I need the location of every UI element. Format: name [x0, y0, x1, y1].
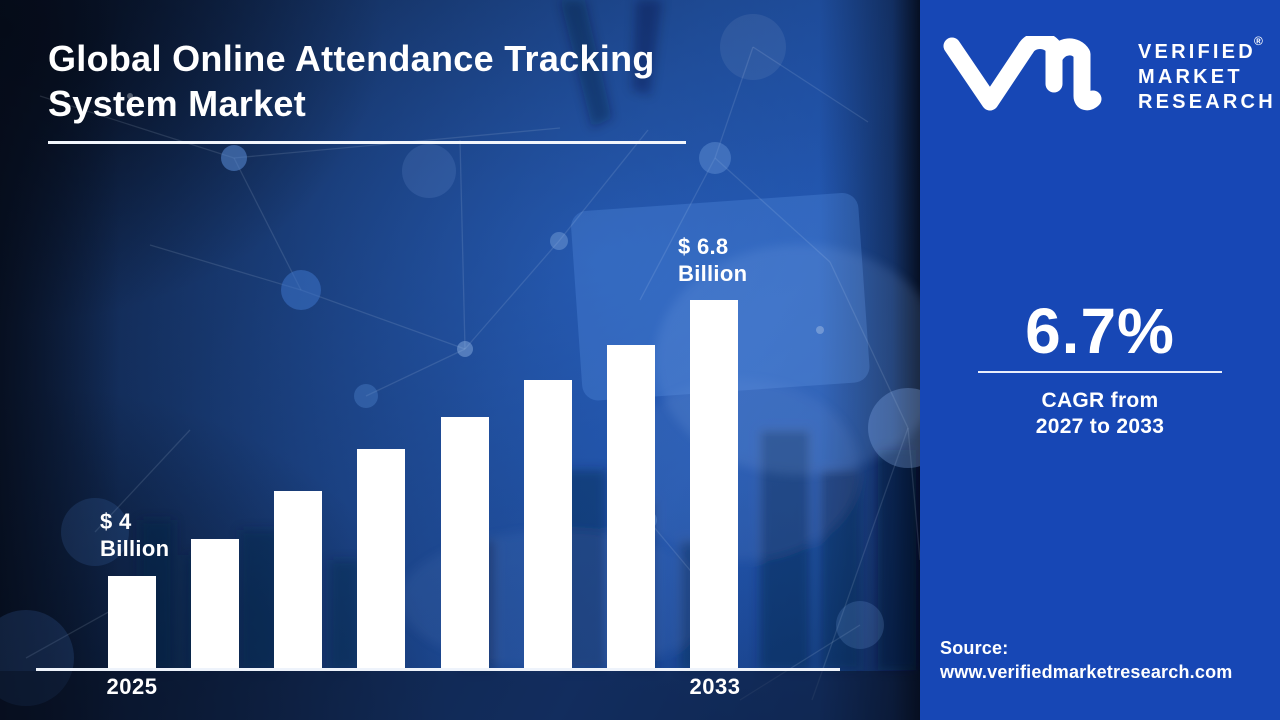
vmr-monogram-icon — [943, 36, 1102, 111]
chart-bar-3 — [274, 491, 322, 669]
chart-bar-4 — [357, 449, 405, 669]
cagr-caption-line2: 2027 to 2033 — [1035, 415, 1165, 438]
brand-name-line2: MARKET — [1138, 66, 1243, 88]
last-bar-value-line1: $ 6.8 — [678, 234, 729, 259]
brand-name: VERIFIED MARKET RESEARCH — [1138, 40, 1276, 115]
network-lines — [25, 46, 920, 701]
page-title: Global Online Attendance Tracking System… — [48, 36, 748, 126]
source-block: Source: www.verifiedmarketresearch.com — [940, 636, 1232, 684]
brand-logo: VERIFIED MARKET RESEARCH ® — [942, 34, 1273, 114]
chart-bar-8 — [690, 300, 738, 669]
sidebar-panel: VERIFIED MARKET RESEARCH ® 6.7% CAGR fro… — [920, 0, 1280, 720]
registered-trademark-icon: ® — [1254, 34, 1263, 48]
x-axis-line — [36, 668, 840, 671]
chart-bar-2 — [191, 539, 239, 669]
cagr-value: 6.7% — [1025, 295, 1175, 367]
chart-bar-6 — [524, 380, 572, 669]
chart-bar-7 — [607, 345, 655, 669]
first-bar-value-line1: $ 4 — [100, 509, 132, 534]
below-axis-band — [0, 671, 920, 720]
first-bar-value-label: $ 4 Billion — [100, 508, 169, 562]
brand-name-line1: VERIFIED — [1138, 41, 1256, 63]
chart-area: Global Online Attendance Tracking System… — [0, 0, 920, 720]
first-bar-value-line2: Billion — [100, 536, 170, 561]
page-title-line1: Global Online Attendance Tracking — [48, 38, 655, 79]
brand-name-line3: RESEARCH — [1138, 91, 1276, 113]
chart-bar-5 — [441, 417, 489, 669]
cagr-caption-line1: CAGR from — [1041, 389, 1159, 412]
x-tick-2033: 2033 — [689, 674, 741, 699]
cagr-divider — [978, 371, 1222, 373]
source-url-link[interactable]: www.verifiedmarketresearch.com — [940, 662, 1233, 682]
source-label: Source: — [940, 638, 1009, 658]
page-title-line2: System Market — [48, 83, 307, 124]
last-bar-value-label: $ 6.8 Billion — [678, 233, 747, 287]
last-bar-value-line2: Billion — [678, 261, 748, 286]
cagr-caption: CAGR from 2027 to 2033 — [920, 388, 1280, 440]
x-tick-2025: 2025 — [106, 674, 158, 699]
chart-bar-1 — [108, 576, 156, 669]
title-underline — [48, 141, 686, 144]
